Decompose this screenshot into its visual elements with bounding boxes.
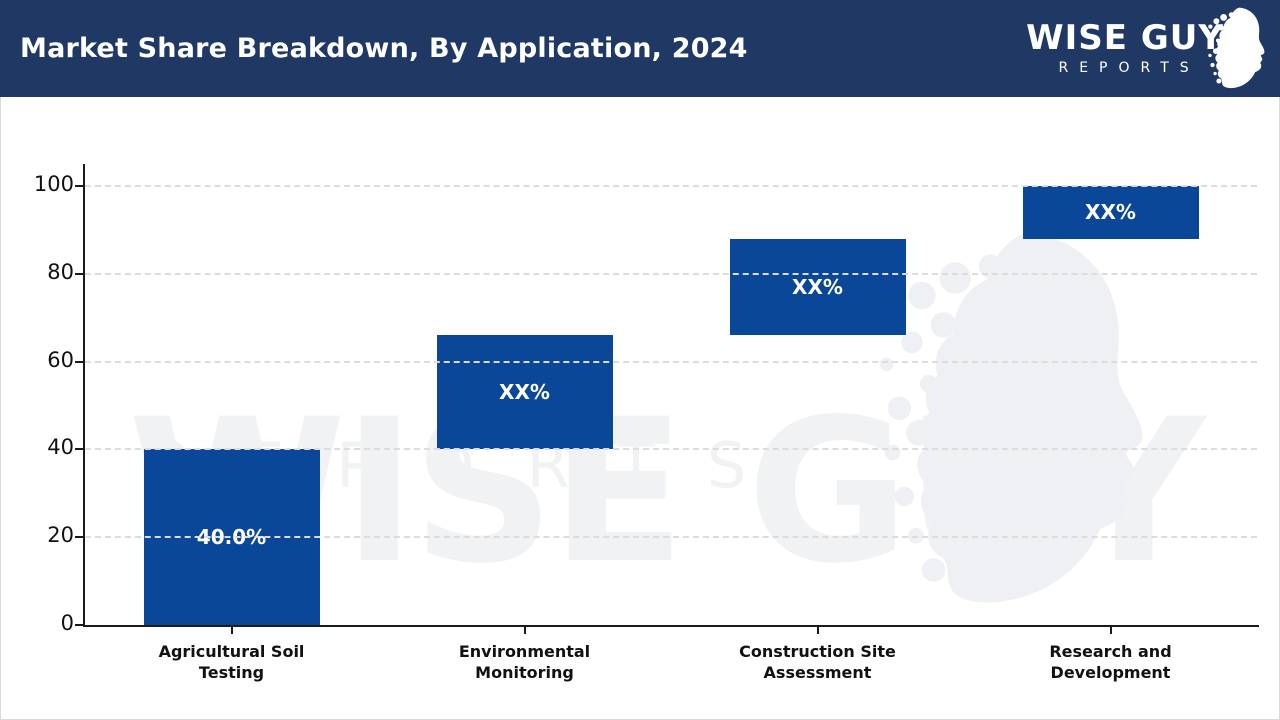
gridline-60	[85, 360, 1257, 363]
x-category-label-line: Agricultural Soil	[158, 642, 305, 661]
gridline-20	[85, 536, 1257, 539]
y-tick-label-20: 20	[47, 523, 74, 548]
bar-segment-2: XX%	[436, 335, 613, 450]
x-category-label-line: Testing	[198, 663, 265, 682]
y-tick-label-40: 40	[47, 435, 74, 460]
bar-value-label-2: XX%	[499, 380, 550, 405]
gridline-100	[85, 184, 1257, 187]
x-category-label-1: Agricultural Soil Testing	[85, 641, 379, 683]
x-category-label-3: Construction Site Assessment	[671, 641, 965, 683]
y-tick-mark-100	[75, 184, 83, 187]
chart-header: Market Share Breakdown, By Application, …	[0, 0, 1280, 97]
brand-subname: REPORTS	[1058, 60, 1200, 76]
brand-logo: WISE GUY REPORTS	[1026, 6, 1268, 92]
bar-segment-3: XX%	[729, 238, 906, 336]
x-category-label-line: Research and	[1049, 642, 1172, 661]
x-category-label-line: Monitoring	[475, 663, 574, 682]
y-tick-label-80: 80	[47, 259, 74, 284]
bar-value-label-4: XX%	[1085, 200, 1136, 225]
x-category-label-2: Environmental Monitoring	[378, 641, 672, 683]
y-tick-mark-60	[75, 360, 83, 363]
y-tick-label-100: 100	[33, 171, 74, 196]
x-tick-mark-1	[230, 627, 233, 634]
y-tick-mark-40	[75, 448, 83, 451]
x-category-label-line: Environmental	[458, 642, 591, 661]
y-axis-line	[83, 164, 85, 627]
x-tick-mark-2	[523, 627, 526, 634]
x-category-label-line: Construction Site	[739, 642, 896, 661]
y-tick-mark-0	[75, 624, 83, 626]
page-title: Market Share Breakdown, By Application, …	[20, 33, 748, 64]
bar-segment-4: XX%	[1022, 185, 1199, 239]
x-category-label-4: Research and Development	[964, 641, 1258, 683]
x-axis-line	[83, 625, 1259, 627]
y-tick-label-60: 60	[47, 347, 74, 372]
y-tick-mark-20	[75, 536, 83, 539]
gridline-40	[85, 448, 1257, 451]
x-tick-mark-3	[816, 627, 819, 634]
brand-logo-text: WISE GUY REPORTS	[1026, 21, 1224, 76]
chart-area: WISE GUY REPORTS 0 20 40 60 80 100 40.0% Agricu…	[0, 97, 1280, 720]
x-category-label-line: Development	[1050, 663, 1171, 682]
y-tick-label-0: 0	[60, 611, 74, 635]
y-tick-mark-80	[75, 272, 83, 275]
bar-value-label-3: XX%	[792, 274, 843, 299]
gridline-80	[85, 272, 1257, 275]
page-border-left	[0, 97, 1, 720]
brand-name: WISE GUY	[1026, 18, 1224, 58]
watermark-head-icon	[862, 227, 1162, 619]
x-tick-mark-4	[1109, 627, 1112, 634]
x-category-label-line: Assessment	[763, 663, 872, 682]
